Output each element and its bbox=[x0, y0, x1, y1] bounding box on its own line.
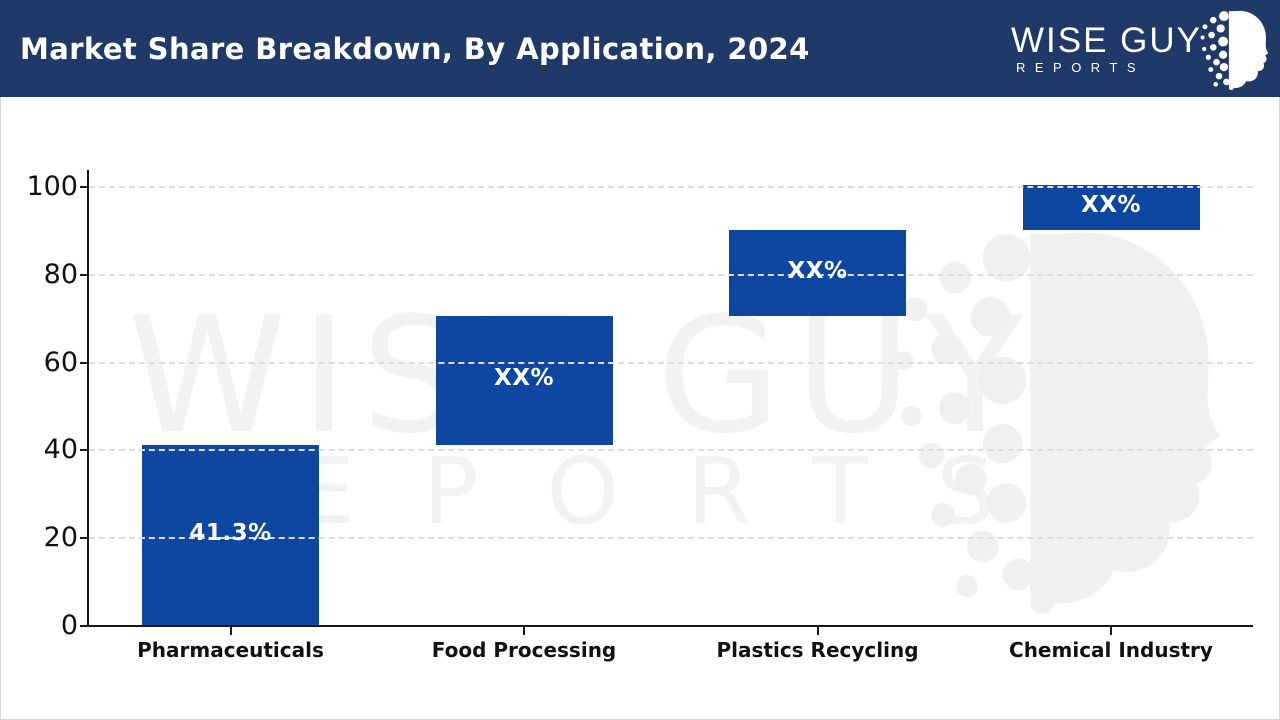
brand-subname: REPORTS bbox=[1015, 59, 1146, 75]
y-axis-tick-label: 100 bbox=[26, 171, 78, 202]
y-axis-line bbox=[87, 170, 89, 627]
y-axis-tick bbox=[80, 449, 89, 452]
header-bar: Market Share Breakdown, By Application, … bbox=[0, 0, 1280, 97]
y-axis-tick-label: 80 bbox=[43, 258, 78, 290]
bar-chemical-industry bbox=[1022, 184, 1200, 230]
y-gridline bbox=[89, 449, 1253, 452]
x-axis-tick bbox=[1110, 627, 1112, 635]
watermark-head-icon bbox=[894, 232, 1221, 614]
bar-value-label: XX% bbox=[493, 365, 554, 392]
y-axis-tick-label: 40 bbox=[43, 434, 78, 466]
y-gridline bbox=[89, 361, 1253, 364]
x-axis-category-label: Food Processing bbox=[431, 638, 617, 662]
y-gridline bbox=[89, 273, 1253, 276]
brand-logo-text: WISE GUY REPORTS bbox=[1010, 20, 1202, 75]
y-axis-tick-label: 0 bbox=[60, 610, 78, 641]
brand-logo: WISE GUY REPORTS bbox=[1011, 0, 1270, 97]
x-axis-tick bbox=[816, 627, 819, 635]
y-axis-tick-label: 60 bbox=[43, 346, 78, 378]
x-axis-tick bbox=[523, 627, 525, 635]
bar-value-label: XX% bbox=[787, 258, 848, 285]
bar-plastics-recycling bbox=[729, 230, 906, 317]
x-axis-line bbox=[87, 625, 1253, 627]
y-axis-tick-label: 20 bbox=[43, 522, 78, 554]
bar-pharmaceuticals bbox=[142, 444, 319, 626]
bar-value-label: 41.3% bbox=[189, 520, 272, 547]
y-axis-tick bbox=[80, 537, 89, 540]
x-axis-category-label: Plastics Recycling bbox=[716, 638, 919, 662]
x-axis-category-label: Pharmaceuticals bbox=[137, 638, 324, 662]
x-axis-category-label: Chemical Industry bbox=[1009, 638, 1213, 662]
x-axis-tick bbox=[229, 627, 232, 635]
y-axis-tick bbox=[80, 273, 89, 276]
y-gridline bbox=[89, 537, 1253, 540]
brand-name: WISE GUY bbox=[1010, 20, 1202, 60]
y-gridline bbox=[89, 186, 1253, 188]
y-axis-tick bbox=[80, 361, 89, 364]
y-axis-tick bbox=[80, 186, 89, 188]
y-axis-tick bbox=[80, 625, 89, 627]
brand-head-icon bbox=[1200, 10, 1269, 90]
bar-value-label: XX% bbox=[1080, 192, 1141, 219]
chart-title: Market Share Breakdown, By Application, … bbox=[20, 31, 810, 66]
bar-food-processing bbox=[435, 316, 613, 445]
